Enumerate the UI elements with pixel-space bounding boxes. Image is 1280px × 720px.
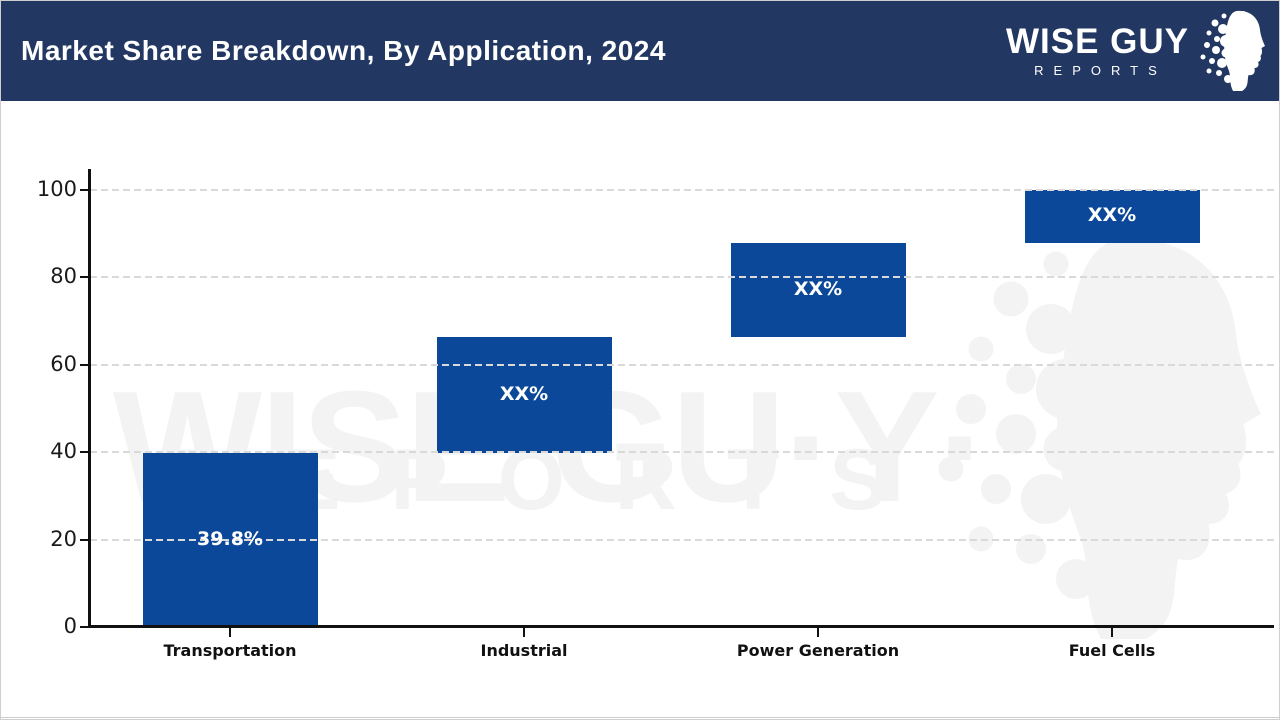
- y-tick-mark: [80, 626, 89, 628]
- x-tick-mark: [229, 628, 231, 637]
- y-tick-label: 0: [63, 614, 77, 638]
- x-tick-label: Fuel Cells: [1068, 641, 1156, 660]
- brand-subname: REPORTS: [1034, 63, 1167, 78]
- y-tick-label: 80: [50, 264, 77, 288]
- page-bottom-divider: [1, 717, 1279, 718]
- bar: [1024, 189, 1200, 244]
- x-tick-mark: [1111, 628, 1113, 637]
- y-tick-mark: [80, 451, 89, 453]
- grid-line: [90, 276, 1274, 278]
- x-tick-label: Transportation: [163, 641, 297, 660]
- x-tick-mark: [523, 628, 525, 637]
- grid-line: [90, 451, 1274, 453]
- grid-line: [90, 363, 1274, 366]
- brand-logo: WISE GUY REPORTS: [1006, 7, 1267, 93]
- chart-area: WISE GU·Y· REPORTS 0 20 40 60 80 100 39.8% Tran…: [1, 101, 1279, 719]
- y-tick-mark: [80, 188, 89, 191]
- y-tick-label: 100: [36, 176, 77, 201]
- bar-value-label: XX%: [499, 382, 549, 405]
- head-profile-logo-icon: [1200, 10, 1265, 92]
- y-tick-mark: [80, 276, 89, 278]
- x-tick-label: Power Generation: [736, 641, 900, 660]
- grid-line: [90, 188, 1274, 191]
- bar: [730, 243, 906, 337]
- y-tick-mark: [80, 538, 89, 541]
- x-tick-label: Industrial: [480, 641, 568, 660]
- brand-name: WISE GUY: [1005, 22, 1189, 61]
- x-tick-mark: [817, 628, 819, 637]
- header-bar: Market Share Breakdown, By Application, …: [1, 1, 1279, 101]
- bar-value-label: XX%: [793, 277, 843, 300]
- brand-logo-text: WISE GUY REPORTS: [1006, 22, 1189, 78]
- bar-value-label: XX%: [1087, 204, 1137, 227]
- bar-value-label: 39.8%: [197, 527, 263, 550]
- y-tick-mark: [80, 363, 89, 366]
- y-axis-spine: [88, 169, 91, 627]
- y-tick-label: 40: [50, 439, 77, 463]
- bar: [436, 336, 612, 453]
- y-tick-label: 20: [50, 526, 77, 551]
- grid-line: [90, 538, 1274, 541]
- watermark-head-profile-icon: [938, 238, 1261, 639]
- x-axis-spine: [88, 625, 1274, 628]
- chart-title: Market Share Breakdown, By Application, …: [21, 35, 666, 66]
- y-tick-label: 60: [50, 351, 77, 376]
